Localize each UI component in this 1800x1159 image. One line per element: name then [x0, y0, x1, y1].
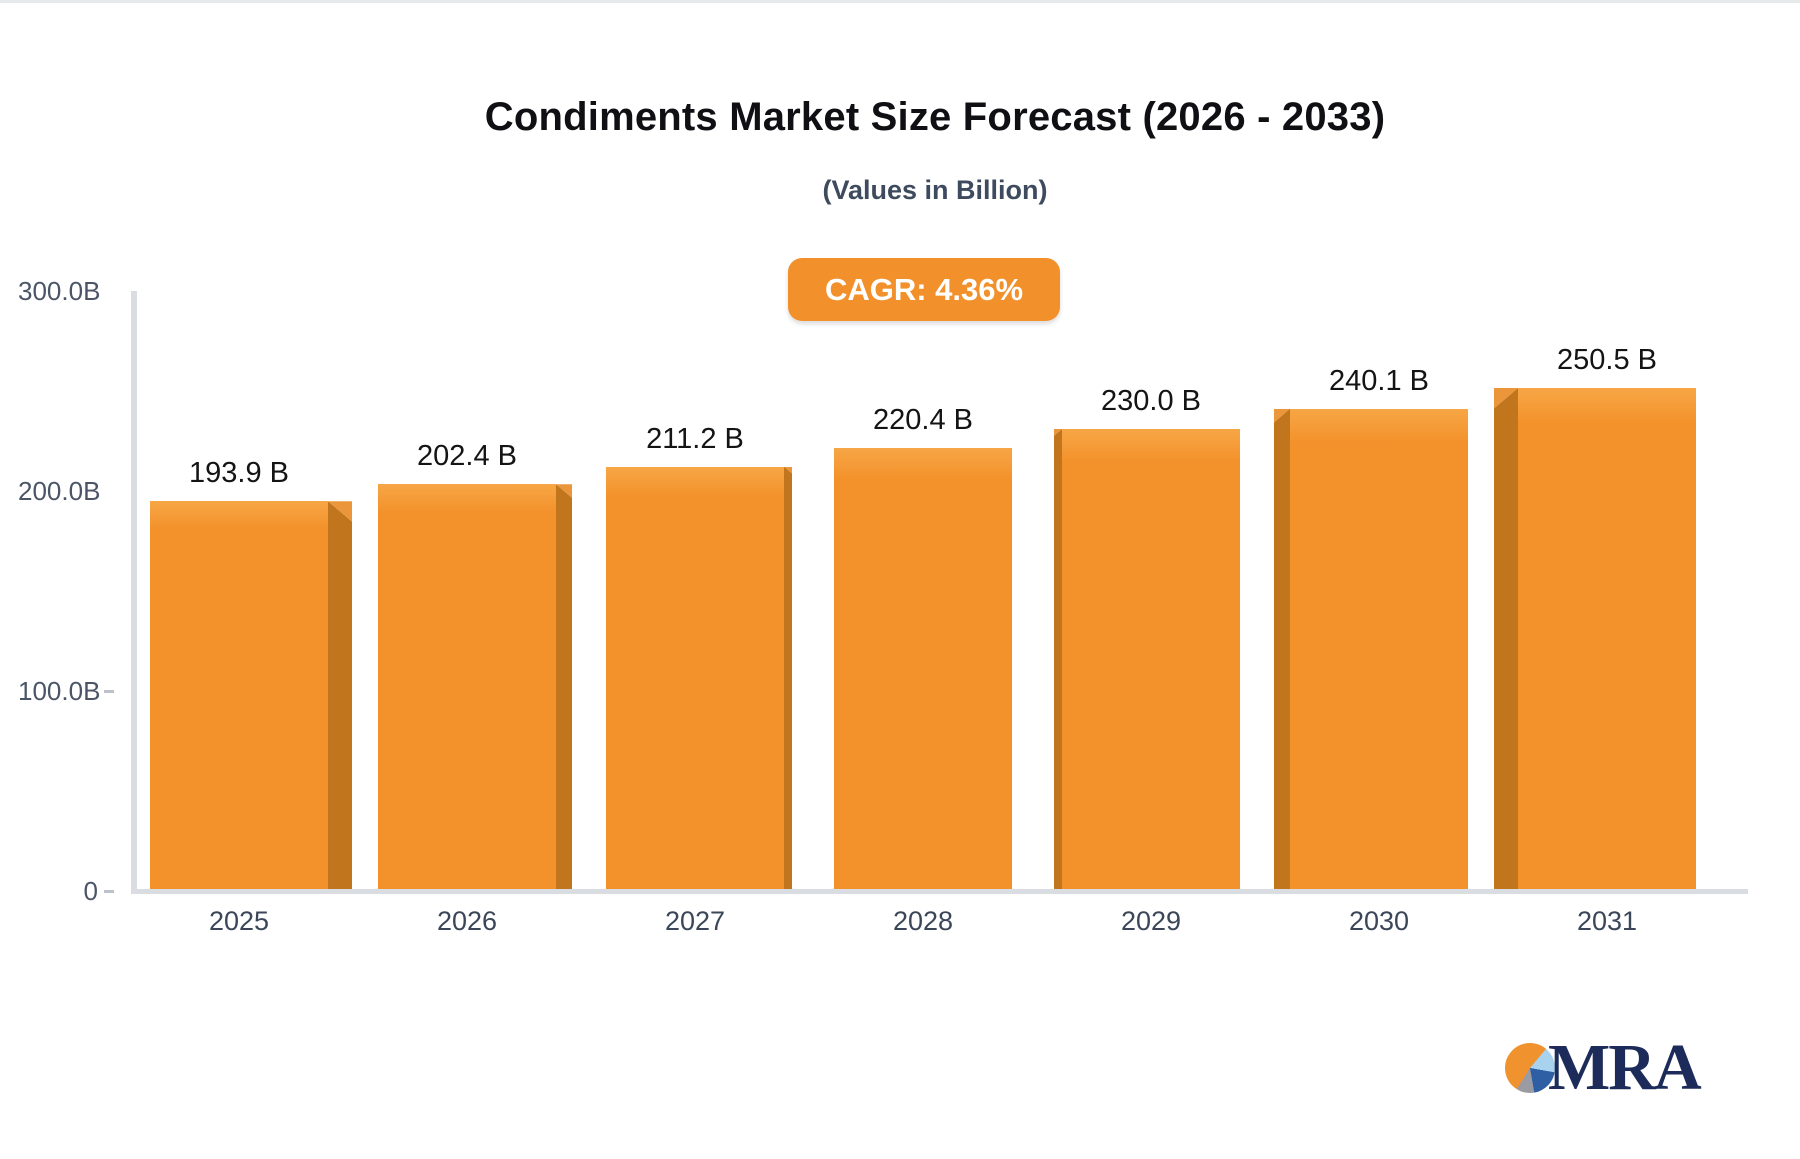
- x-tick-label: 2030: [1348, 906, 1410, 936]
- bar-value-label: 230.0 B: [1101, 385, 1201, 417]
- bar-2029: [1062, 429, 1240, 889]
- bar-2030: [1290, 408, 1468, 889]
- bar-side-face: [1274, 408, 1290, 889]
- bar-2031: [1518, 388, 1696, 889]
- bar-2027: [606, 466, 784, 889]
- bar-top-bevel: [1054, 429, 1062, 436]
- chart-subtitle: (Values in Billion): [822, 175, 1048, 205]
- x-axis-line: [131, 889, 1748, 894]
- cagr-badge: CAGR: 4.36%: [788, 258, 1060, 321]
- chart-plot: 300.0B 200.0B 100.0B 0 193.9 B 2025 202.4 B 202…: [0, 3, 1800, 1159]
- bar-value-label: 211.2 B: [646, 422, 744, 455]
- y-tick-label: 0: [83, 876, 98, 906]
- bar-value-label: 202.4 B: [417, 440, 517, 473]
- bar-2028: [834, 448, 1012, 889]
- pie-chart-icon: [1505, 1043, 1555, 1093]
- x-tick-label: 2028: [892, 906, 954, 936]
- logo: MRA: [1505, 1031, 1702, 1104]
- bar-side-face: [328, 501, 352, 889]
- bar-2026: [378, 484, 556, 889]
- x-tick-label: 2026: [436, 906, 498, 936]
- bar-value-label: 240.1 B: [1329, 364, 1429, 397]
- y-axis-line: [131, 291, 137, 891]
- bar-side-face: [784, 466, 792, 889]
- bar-value-label: 220.4 B: [873, 404, 973, 437]
- x-tick-label: 2029: [1120, 906, 1182, 936]
- bar-side-face: [1494, 388, 1518, 889]
- bar-value-label: 250.5 B: [1557, 344, 1657, 376]
- bar-side-face: [556, 484, 572, 889]
- x-tick-label: 2025: [208, 906, 270, 936]
- bar-top-bevel: [784, 466, 792, 474]
- x-tick-label: 2027: [664, 906, 726, 936]
- bar-value-label: 193.9 B: [189, 457, 289, 490]
- x-tick-label: 2031: [1576, 906, 1638, 936]
- y-tick-label: 200.0B: [18, 476, 101, 506]
- chart-title: Condiments Market Size Forecast (2026 - …: [484, 95, 1386, 139]
- y-tick-dash: [104, 890, 114, 893]
- y-tick-dash: [104, 690, 114, 693]
- y-tick-label: 300.0B: [18, 276, 101, 306]
- bar-2025: [150, 501, 328, 889]
- logo-text: MRA: [1548, 1031, 1702, 1104]
- bar-side-face: [1054, 429, 1062, 889]
- y-tick-label: 100.0B: [18, 676, 101, 706]
